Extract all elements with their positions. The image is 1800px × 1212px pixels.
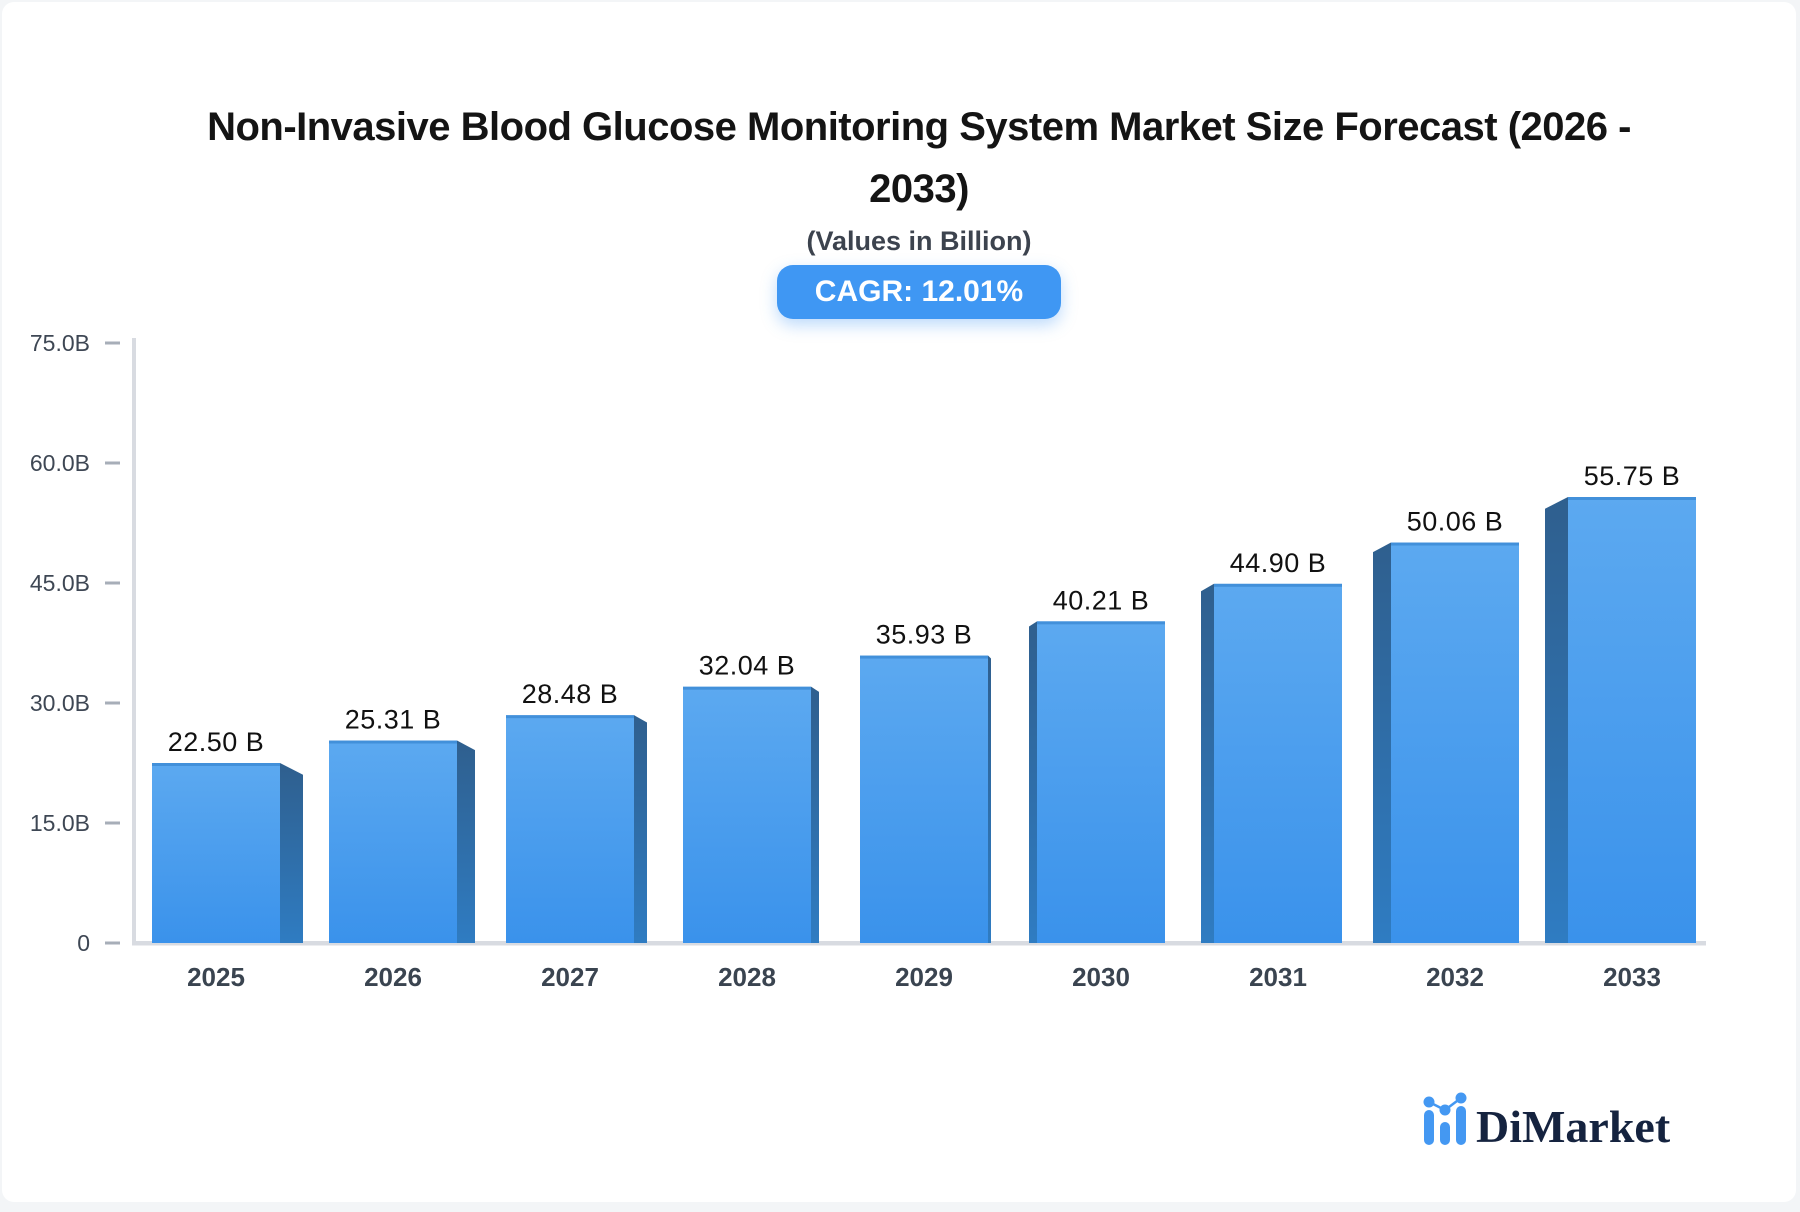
bar-group-2031 [1201,583,1342,943]
bar-front-face [1037,621,1165,943]
y-tick-dash [105,581,120,585]
year-label: 2025 [187,962,245,992]
y-tick-label: 75.0B [30,330,90,356]
bar-side-face [811,686,819,943]
bar-group-2030 [1029,621,1165,943]
bars-layer [152,497,1696,943]
year-label: 2026 [364,962,422,992]
bar-front-face [683,686,811,943]
bar-value-label: 22.50 B [168,727,265,757]
bar-top-edge [1568,497,1696,500]
bar-side-face [988,655,991,943]
y-tick-dash [105,941,120,945]
year-label: 2028 [718,962,776,992]
year-label: 2033 [1603,962,1661,992]
logo-bar-2 [1440,1122,1450,1145]
dimarket-logo: DiMarket [1423,1092,1671,1152]
cagr-badge: CAGR: 12.01% [776,265,1062,319]
bar-front-face [1391,542,1519,943]
bar-front-face [329,740,457,943]
bar-side-face [280,763,303,943]
bar-value-label: 35.93 B [876,620,973,650]
bar-value-label: 32.04 B [699,651,796,681]
year-label: 2030 [1072,962,1130,992]
bar-top-edge [152,763,280,766]
bar-value-label: 25.31 B [345,705,442,735]
bar-top-edge [860,655,988,659]
bar-group-2025 [152,763,303,943]
bar-top-edge [683,686,811,690]
bar-front-face [1568,497,1696,943]
logo-dot-2 [1439,1104,1451,1116]
logo-dot-1 [1423,1096,1435,1108]
bar-group-2027 [506,715,647,943]
bar-side-face [457,740,475,943]
chart-title-line1: Non-Invasive Blood Glucose Monitoring Sy… [207,105,1631,149]
year-label: 2031 [1249,962,1307,992]
bar-group-2033 [1545,497,1696,943]
chart-title-line2: 2033) [869,167,969,211]
bar-group-2032 [1373,542,1519,943]
bar-top-edge [1391,542,1519,546]
dimarket-logo-icon [1423,1092,1467,1145]
bar-value-label: 40.21 B [1053,585,1150,615]
y-tick-label: 30.0B [30,690,90,716]
x-baseline [132,941,1706,946]
y-tick-label: 15.0B [30,810,90,836]
axis-layer: 0 15.0B 30.0B 45.0B 60.0B 75.0B [30,330,1706,956]
bar-front-face [860,655,988,943]
logo-bar-1 [1424,1110,1434,1145]
dimarket-logo-text: DiMarket [1476,1101,1671,1152]
logo-dot-3 [1455,1092,1467,1104]
bar-side-face [1545,497,1568,943]
y-tick-label: 0 [77,930,90,956]
bar-front-face [506,715,634,943]
bar-top-edge [329,740,457,744]
y-tick-dash [105,701,120,705]
bar-top-edge [1214,583,1342,587]
y-tick-label: 45.0B [30,570,90,596]
bar-value-label: 55.75 B [1584,461,1681,491]
bar-side-face [1373,542,1391,943]
chart-subtitle: (Values in Billion) [806,226,1032,256]
bar-top-edge [506,715,634,719]
year-label: 2027 [541,962,599,992]
bar-value-label: 28.48 B [522,679,619,709]
year-label: 2029 [895,962,953,992]
bar-side-face [1029,621,1037,943]
y-tick-dash [105,461,120,465]
bar-group-2028 [683,686,819,943]
bar-value-label: 44.90 B [1230,548,1327,578]
y-tick-label: 60.0B [30,450,90,476]
logo-bar-3 [1456,1106,1466,1145]
y-tick-dash [105,341,120,345]
chart-title: Non-Invasive Blood Glucose Monitoring Sy… [42,96,1796,220]
labels-layer: 22.50 B 2025 25.31 B 2026 28.48 B 2027 32.04 B… [168,461,1681,992]
year-label: 2032 [1426,962,1484,992]
bar-value-label: 50.06 B [1407,507,1504,537]
bar-group-2029 [860,655,991,943]
bar-group-2026 [329,740,475,943]
bar-side-face [1201,583,1214,943]
bar-front-face [152,763,280,943]
bar-side-face [634,715,647,943]
bar-front-face [1214,583,1342,943]
y-axis-line [132,338,136,945]
chart-header: Non-Invasive Blood Glucose Monitoring Sy… [42,96,1796,319]
y-tick-dash [105,821,120,825]
bar-top-edge [1037,621,1165,625]
